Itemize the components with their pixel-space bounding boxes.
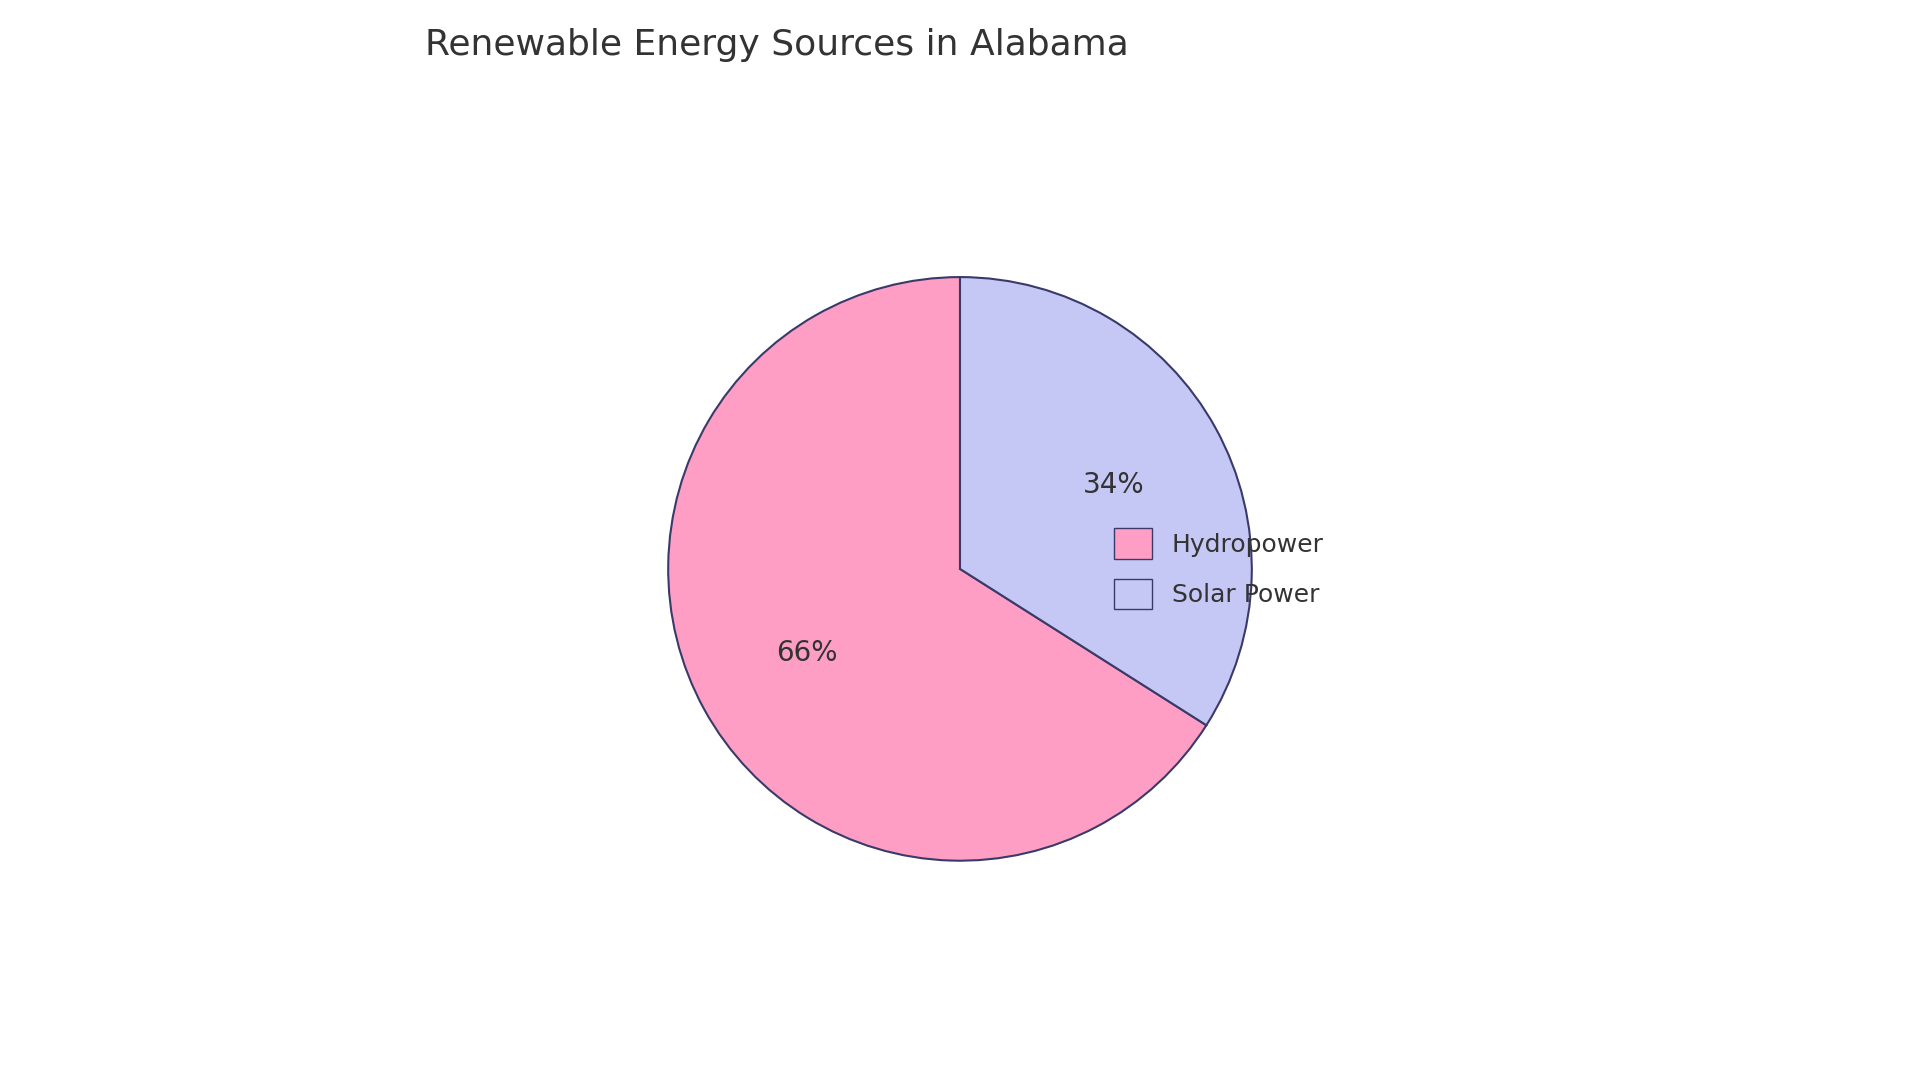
Text: 66%: 66% [776,639,837,667]
Text: 34%: 34% [1083,470,1144,498]
Wedge shape [668,277,1206,861]
Text: Renewable Energy Sources in Alabama: Renewable Energy Sources in Alabama [424,28,1129,62]
Wedge shape [960,277,1252,726]
Legend: Hydropower, Solar Power: Hydropower, Solar Power [1089,504,1348,635]
